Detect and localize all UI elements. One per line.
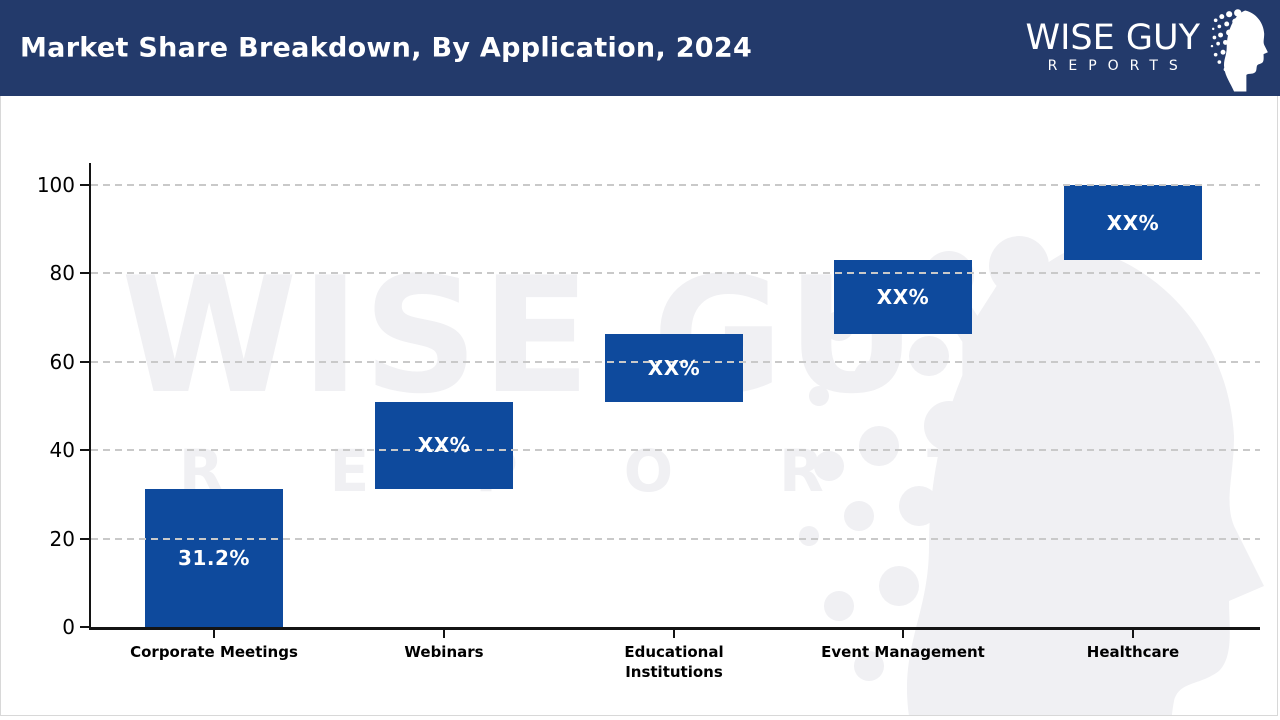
x-tick-label: Event Management bbox=[821, 643, 985, 661]
gridline bbox=[91, 360, 1260, 363]
bar-value-label: 31.2% bbox=[178, 546, 250, 571]
x-tick-mark bbox=[1132, 630, 1134, 638]
y-tick-label: 0 bbox=[62, 615, 75, 639]
y-tick-label: 60 bbox=[49, 349, 75, 374]
page-title: Market Share Breakdown, By Application, … bbox=[20, 32, 753, 64]
bar-value-label: XX% bbox=[417, 433, 471, 458]
y-tick-mark bbox=[80, 537, 89, 540]
y-tick-label: 100 bbox=[36, 173, 75, 198]
bar: XX% bbox=[1064, 185, 1202, 261]
y-tick-mark bbox=[80, 272, 89, 275]
y-tick-mark bbox=[80, 184, 89, 187]
gridline bbox=[91, 272, 1260, 275]
y-tick-label: 20 bbox=[49, 526, 75, 551]
bar-value-label: XX% bbox=[1106, 210, 1160, 235]
x-tick-mark bbox=[673, 630, 675, 638]
y-tick-mark bbox=[80, 626, 89, 628]
x-tick-mark bbox=[213, 630, 215, 638]
x-tick-label: Corporate Meetings bbox=[130, 643, 298, 661]
bar: XX% bbox=[375, 401, 513, 490]
x-tick-mark bbox=[902, 630, 904, 638]
logo-face-icon bbox=[1210, 9, 1268, 92]
plot-area: 31.2% XX% XX% XX% XX% 0 20 40 60 80 100 Corporate M… bbox=[37, 163, 1260, 681]
x-tick-label: Educational Institutions bbox=[624, 643, 724, 681]
x-tick-mark bbox=[443, 630, 445, 638]
x-tick-label: Healthcare bbox=[1086, 643, 1180, 661]
x-tick-label: Webinars bbox=[404, 643, 484, 661]
gridline bbox=[91, 449, 1260, 452]
logo-wordmark: WISE GUY bbox=[1025, 18, 1200, 58]
bar: XX% bbox=[834, 260, 972, 335]
logo-text: WISE GUY REPORTS bbox=[1025, 20, 1200, 74]
y-tick-mark bbox=[80, 449, 89, 452]
bar-value-label: XX% bbox=[876, 285, 930, 310]
y-tick-mark bbox=[80, 360, 89, 363]
wise-guy-logo: WISE GUY REPORTS bbox=[1022, 4, 1272, 92]
bar: 31.2% bbox=[145, 489, 283, 627]
y-tick-label: 80 bbox=[49, 261, 75, 286]
header: Market Share Breakdown, By Application, … bbox=[0, 0, 1280, 96]
chart-panel: WISE GUY REPORTS 31.2% XX% XX% XX% XX% 0 20 40 6… bbox=[0, 96, 1278, 716]
gridline bbox=[91, 184, 1260, 187]
y-tick-label: 40 bbox=[49, 438, 75, 463]
logo-subtitle: REPORTS bbox=[1047, 58, 1189, 74]
gridline bbox=[91, 537, 1260, 540]
bar-value-label: XX% bbox=[647, 355, 701, 380]
bar: XX% bbox=[605, 334, 743, 402]
